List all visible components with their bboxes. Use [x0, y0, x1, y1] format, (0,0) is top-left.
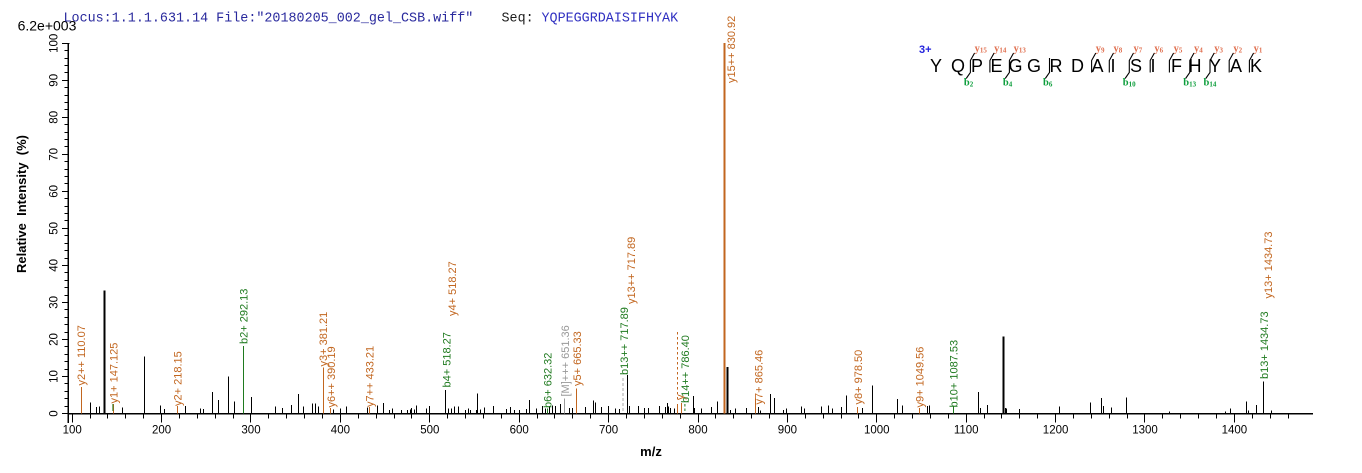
- svg-text:A: A: [1091, 56, 1103, 76]
- svg-text:y3+ 381.21: y3+ 381.21: [318, 312, 330, 367]
- svg-text:500: 500: [420, 425, 439, 437]
- svg-text:y7: y7: [1134, 44, 1143, 55]
- svg-text:30: 30: [49, 296, 61, 309]
- svg-text:b14++ 786.40: b14++ 786.40: [680, 335, 692, 403]
- svg-text:y2: y2: [1233, 44, 1242, 55]
- svg-text:y7++ 433.21: y7++ 433.21: [365, 346, 377, 407]
- svg-text:y1+ 147.125: y1+ 147.125: [108, 343, 120, 404]
- svg-text:b4: b4: [1003, 78, 1013, 89]
- svg-text:Locus:1.1.1.631.14 File:"20180: Locus:1.1.1.631.14 File:"20180205_002_ge…: [64, 12, 474, 27]
- svg-text:y5+ 665.33: y5+ 665.33: [572, 331, 584, 386]
- svg-text:b13: b13: [1183, 78, 1196, 89]
- svg-text:80: 80: [49, 111, 61, 124]
- svg-text:Y: Y: [930, 56, 942, 76]
- svg-text:400: 400: [331, 425, 350, 437]
- svg-text:100: 100: [49, 34, 61, 53]
- svg-text:Y: Y: [1209, 56, 1221, 76]
- svg-text:1000: 1000: [864, 425, 890, 437]
- svg-text:1300: 1300: [1132, 425, 1158, 437]
- svg-text:y6++ 390.19: y6++ 390.19: [326, 346, 338, 407]
- svg-text:40: 40: [49, 259, 61, 272]
- svg-text:y8: y8: [1114, 44, 1123, 55]
- svg-text:y13+ 1434.73: y13+ 1434.73: [1263, 232, 1275, 299]
- svg-text:G: G: [1008, 56, 1022, 76]
- svg-text:y1: y1: [1254, 44, 1263, 55]
- svg-text:b14: b14: [1204, 78, 1217, 89]
- svg-text:y13: y13: [1014, 44, 1027, 55]
- svg-text:70: 70: [49, 148, 61, 161]
- svg-text:10: 10: [49, 370, 61, 383]
- svg-text:1400: 1400: [1222, 425, 1248, 437]
- svg-text:Seq:: Seq:: [502, 12, 534, 27]
- svg-text:y: y: [675, 394, 687, 400]
- svg-text:P: P: [971, 56, 983, 76]
- svg-text:60: 60: [49, 185, 61, 198]
- svg-text:E: E: [990, 56, 1002, 76]
- svg-text:b13++ 717.89: b13++ 717.89: [619, 307, 631, 375]
- svg-text:b13+ 1434.73: b13+ 1434.73: [1259, 311, 1271, 379]
- svg-text:A: A: [1230, 56, 1242, 76]
- svg-text:y4: y4: [1194, 44, 1203, 55]
- svg-text:YQPEGGRDAISIFHYAK: YQPEGGRDAISIFHYAK: [542, 12, 680, 27]
- svg-text:20: 20: [49, 333, 61, 346]
- svg-text:F: F: [1171, 56, 1182, 76]
- svg-text:Q: Q: [951, 56, 965, 76]
- svg-text:50: 50: [49, 222, 61, 235]
- svg-text:y3: y3: [1214, 44, 1223, 55]
- svg-text:200: 200: [152, 425, 171, 437]
- svg-text:[M]+++ 651.36: [M]+++ 651.36: [560, 325, 572, 396]
- svg-text:b4+ 518.27: b4+ 518.27: [441, 332, 453, 387]
- svg-text:y13++ 717.89: y13++ 717.89: [626, 237, 638, 304]
- svg-text:y2+ 218.15: y2+ 218.15: [172, 351, 184, 406]
- svg-text:y6: y6: [1154, 44, 1163, 55]
- svg-text:b10+ 1087.53: b10+ 1087.53: [949, 340, 961, 408]
- svg-text:y9+ 1049.56: y9+ 1049.56: [915, 347, 927, 408]
- svg-text:b6: b6: [1043, 78, 1053, 89]
- svg-text:300: 300: [241, 425, 260, 437]
- svg-text:G: G: [1027, 56, 1041, 76]
- svg-text:K: K: [1250, 56, 1262, 76]
- svg-text:y4+ 518.27: y4+ 518.27: [447, 261, 459, 316]
- svg-text:H: H: [1189, 56, 1202, 76]
- svg-text:b10: b10: [1123, 78, 1136, 89]
- svg-text:S: S: [1130, 56, 1142, 76]
- svg-text:y15: y15: [975, 44, 988, 55]
- svg-text:y9: y9: [1096, 44, 1105, 55]
- svg-text:0: 0: [49, 410, 61, 416]
- svg-text:I: I: [1150, 56, 1155, 76]
- svg-text:y2++ 110.07: y2++ 110.07: [76, 325, 88, 385]
- svg-text:D: D: [1071, 56, 1084, 76]
- svg-text:b2: b2: [964, 78, 974, 89]
- svg-text:y14: y14: [994, 44, 1007, 55]
- svg-text:y15++ 830.92: y15++ 830.92: [726, 16, 738, 83]
- svg-text:1100: 1100: [954, 425, 979, 437]
- svg-text:b2+ 292.13: b2+ 292.13: [239, 289, 251, 344]
- svg-text:y8+ 978.50: y8+ 978.50: [853, 350, 865, 405]
- svg-text:800: 800: [688, 425, 707, 437]
- svg-text:90: 90: [49, 74, 61, 87]
- svg-text:600: 600: [510, 425, 529, 437]
- svg-text:100: 100: [63, 425, 82, 437]
- svg-text:Relative Intensity (%): Relative Intensity (%): [14, 135, 29, 273]
- svg-text:y5: y5: [1174, 44, 1183, 55]
- svg-text:1200: 1200: [1043, 425, 1069, 437]
- svg-text:I: I: [1110, 56, 1115, 76]
- svg-text:700: 700: [599, 425, 618, 437]
- svg-text:b6+ 632.32: b6+ 632.32: [543, 353, 555, 408]
- svg-text:3+: 3+: [919, 44, 932, 56]
- svg-text:m/z: m/z: [640, 444, 662, 459]
- svg-text:900: 900: [778, 425, 797, 437]
- svg-text:R: R: [1050, 56, 1063, 76]
- svg-text:y7+ 865.46: y7+ 865.46: [754, 350, 766, 405]
- svg-text:6.2e+003: 6.2e+003: [18, 18, 77, 34]
